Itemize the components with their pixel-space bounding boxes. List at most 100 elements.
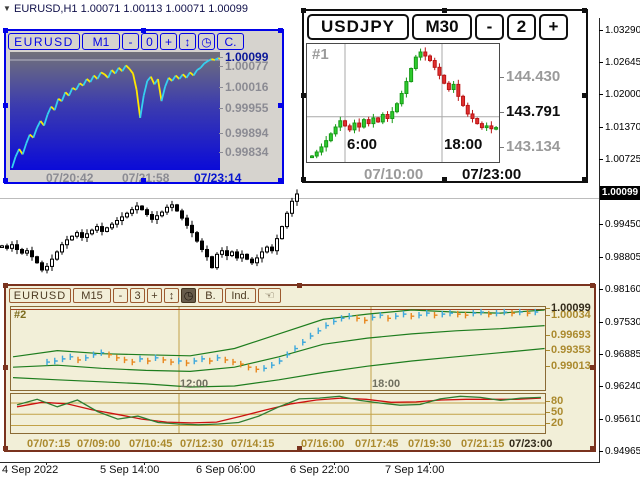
scale-icon[interactable]: ↕ <box>179 33 196 50</box>
zoom-in-button[interactable]: + <box>160 33 177 50</box>
price-label: 1.00016 <box>225 80 269 94</box>
time-label: 07/16:00 <box>301 438 345 450</box>
selection-handle[interactable] <box>301 8 306 13</box>
axis-tick <box>219 87 223 88</box>
main-price-scale[interactable]: 1.03290 1.02645 1.02000 1.01370 1.00725 1.000… <box>596 0 640 480</box>
timeframe-button[interactable]: M15 <box>73 288 111 303</box>
selection-handle[interactable] <box>3 178 8 183</box>
axis-tick <box>500 147 504 148</box>
axis-tick <box>599 418 603 420</box>
axis-tick <box>546 350 550 351</box>
zoom-out-button[interactable]: - <box>475 14 504 40</box>
counter-button[interactable]: 2 <box>507 14 536 40</box>
axis-tick <box>219 57 223 58</box>
selection-handle[interactable] <box>590 446 595 451</box>
selection-handle[interactable] <box>3 364 8 370</box>
axis-tick <box>599 451 603 453</box>
subchart-usdjpy-m30[interactable]: USDJPY M30 - 2 + #1 6:00 18:00 144.430 14… <box>301 8 588 183</box>
price-label: 0.99013 <box>551 360 591 372</box>
main-chart-canvas[interactable] <box>0 186 300 278</box>
time-label: 07/21:15 <box>461 438 505 450</box>
m15-indicator-area[interactable] <box>10 393 546 434</box>
selection-handle[interactable] <box>296 283 302 288</box>
price-label: 1.00725 <box>605 154 640 166</box>
close-button[interactable]: C. <box>217 33 244 50</box>
timeframe-button[interactable]: M1 <box>82 33 120 50</box>
selection-handle[interactable] <box>278 103 283 108</box>
symbol-button[interactable]: EURUSD <box>8 33 80 50</box>
shift-button[interactable]: 3 <box>130 288 145 303</box>
pointer-icon[interactable]: ☜ <box>258 288 281 303</box>
time-label: 07/10:45 <box>129 438 173 450</box>
m15-chart-area[interactable] <box>10 306 546 391</box>
selection-handle[interactable] <box>301 177 306 182</box>
axis-tick <box>546 412 550 413</box>
selection-handle[interactable] <box>278 178 283 183</box>
time-label: 7 Sep 14:00 <box>385 464 445 476</box>
selection-handle[interactable] <box>582 8 587 13</box>
axis-tick <box>546 423 550 424</box>
clock-icon[interactable]: ◷ <box>181 288 196 303</box>
indicator-level-label: 50 <box>551 406 564 418</box>
zoom-in-button[interactable]: + <box>539 14 568 40</box>
time-label: 07/19:30 <box>408 438 452 450</box>
selection-handle[interactable] <box>441 8 447 13</box>
selection-handle[interactable] <box>301 92 306 98</box>
selection-handle[interactable] <box>296 446 302 451</box>
time-label: 6 Sep 22:00 <box>290 464 350 476</box>
shift-button[interactable]: 0 <box>141 33 158 50</box>
clock-icon[interactable]: ◷ <box>198 33 215 50</box>
symbol-dropdown-icon[interactable]: ▼ <box>3 4 11 13</box>
axis-tick <box>219 133 223 134</box>
time-axis-line <box>0 462 600 463</box>
selection-handle[interactable] <box>3 446 8 451</box>
selection-handle[interactable] <box>3 283 8 288</box>
selection-handle[interactable] <box>590 364 595 370</box>
main-current-price-line <box>0 198 599 199</box>
price-label: 1.03290 <box>605 24 640 36</box>
axis-tick <box>500 77 504 78</box>
time-label: 07/17:45 <box>355 438 399 450</box>
selection-handle[interactable] <box>3 28 8 33</box>
m15-toolbar: EURUSD M15 - 3 + ↕ ◷ B. Ind. ☜ <box>9 288 281 303</box>
selection-handle[interactable] <box>590 283 595 288</box>
selection-handle[interactable] <box>582 177 587 182</box>
zoom-in-button[interactable]: + <box>147 288 162 303</box>
selection-handle[interactable] <box>582 92 587 98</box>
indicator-level-label: 20 <box>551 417 564 429</box>
main-chart-header: ▼ EURUSD,H1 1.00071 1.00113 1.00071 1.00… <box>3 3 248 15</box>
axis-tick <box>240 462 241 465</box>
subchart-eurusd-m15[interactable]: EURUSD M15 - 3 + ↕ ◷ B. Ind. ☜ #2 12:00 … <box>3 283 596 452</box>
selection-handle[interactable] <box>278 28 283 33</box>
axis-tick <box>599 224 603 226</box>
jpy-chart-area[interactable] <box>306 43 500 163</box>
grid-time-label: 12:00 <box>180 378 209 390</box>
subchart-eurusd-m1[interactable]: EURUSD M1 - 0 + ↕ ◷ C. 1.00099 1.00077 1.0… <box>3 28 284 185</box>
timeframe-button[interactable]: M30 <box>412 14 472 40</box>
m1-toolbar: EURUSD M1 - 0 + ↕ ◷ C. <box>8 33 244 50</box>
price-label: 1.02000 <box>605 89 640 101</box>
axis-tick <box>500 112 504 113</box>
jpy-toolbar: USDJPY M30 - 2 + <box>307 14 568 40</box>
time-label: 07/20:42 <box>46 171 94 185</box>
price-label: 0.94965 <box>605 446 640 458</box>
symbol-button[interactable]: USDJPY <box>307 14 409 40</box>
zoom-out-button[interactable]: - <box>122 33 139 50</box>
selection-handle[interactable] <box>140 28 146 33</box>
main-time-scale[interactable]: 4 Sep 2022 5 Sep 14:00 6 Sep 06:00 6 Sep 22… <box>0 462 600 480</box>
axis-tick <box>599 29 603 31</box>
m1-chart-area[interactable] <box>10 52 220 170</box>
scale-icon[interactable]: ↕ <box>164 288 179 303</box>
symbol-button[interactable]: EURUSD <box>9 288 71 303</box>
selection-handle[interactable] <box>441 177 447 182</box>
selection-handle[interactable] <box>140 178 146 183</box>
axis-tick <box>546 335 550 336</box>
axis-tick <box>599 61 603 63</box>
zoom-out-button[interactable]: - <box>113 288 128 303</box>
selection-handle[interactable] <box>3 103 8 108</box>
axis-tick <box>599 126 603 128</box>
axis-tick <box>599 159 603 161</box>
indicators-button[interactable]: Ind. <box>225 288 256 303</box>
bars-button[interactable]: B. <box>198 288 223 303</box>
